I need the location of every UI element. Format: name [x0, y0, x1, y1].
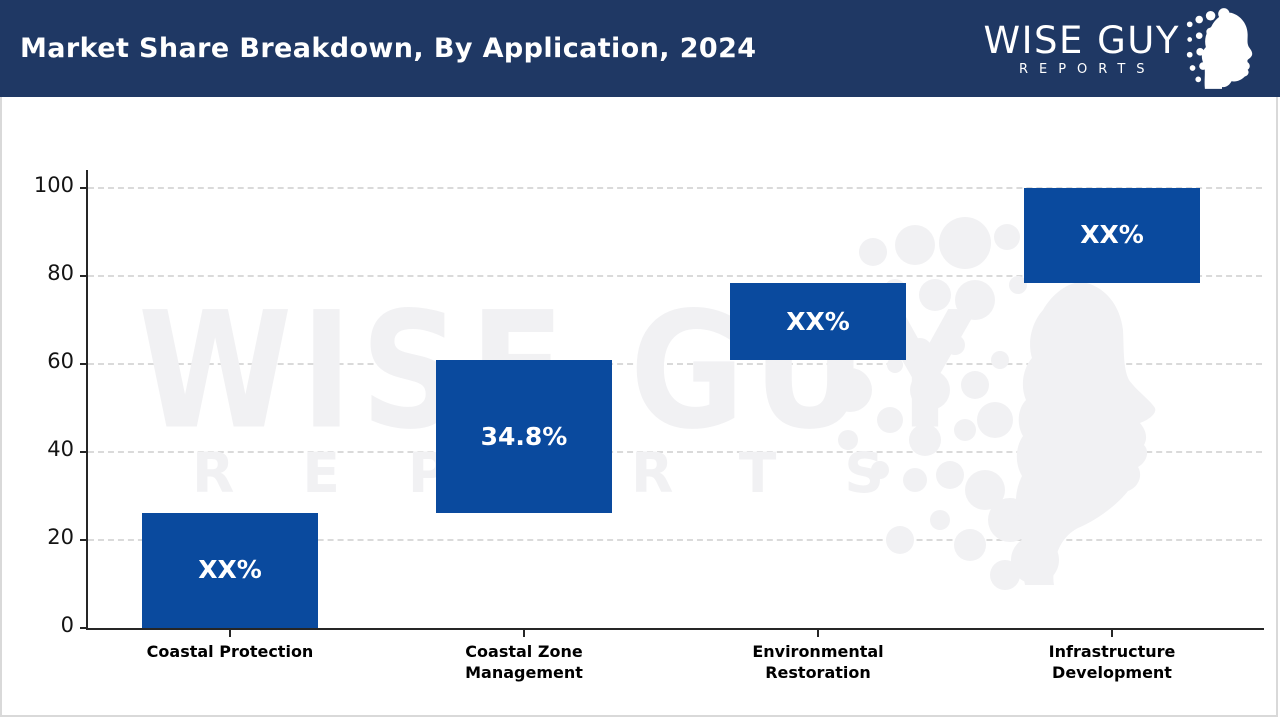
logo-name: WISE GUY [983, 18, 1180, 62]
y-tick-mark [80, 363, 88, 365]
y-tick-label: 60 [47, 349, 74, 373]
category-label: Infrastructure Development [1048, 642, 1176, 683]
y-tick-mark [80, 275, 88, 277]
page-title: Market Share Breakdown, By Application, … [20, 33, 757, 64]
bar-value-label: XX% [1080, 220, 1144, 249]
y-axis-line [86, 170, 88, 630]
y-tick-label: 20 [47, 525, 74, 549]
bar-value-label: 34.8% [480, 422, 568, 452]
wise-guy-logo: WISE GUY REPORTS [984, 7, 1260, 90]
category-label: Coastal Zone Management [465, 642, 583, 683]
bar-value-label: XX% [198, 555, 262, 585]
category-label: Coastal Protection [146, 642, 314, 661]
y-tick-label: 40 [47, 437, 74, 461]
header-bar: Market Share Breakdown, By Application, … [0, 0, 1280, 97]
bar-segment [436, 360, 612, 514]
y-tick-label: 0 [60, 613, 74, 637]
x-tick-mark [1111, 629, 1113, 637]
x-tick-mark [523, 629, 525, 637]
gridline [88, 275, 1262, 277]
bar-value-label: XX% [786, 306, 850, 336]
gridline [88, 451, 1262, 453]
x-tick-mark [229, 629, 231, 637]
y-tick-mark [80, 539, 88, 541]
y-tick-mark [80, 627, 88, 629]
bar-segment [142, 513, 318, 628]
logo-tagline: REPORTS [1018, 61, 1156, 77]
gridline [88, 539, 1262, 541]
logo-head-icon [1186, 7, 1253, 89]
x-axis-line [86, 628, 1264, 630]
gridline [88, 363, 1262, 365]
y-tick-mark [80, 187, 88, 189]
category-label: Environmental Restoration [752, 642, 884, 683]
y-tick-label: 80 [47, 261, 74, 285]
y-tick-label: 100 [33, 173, 74, 197]
gridline [88, 187, 1262, 189]
x-tick-mark [817, 629, 819, 637]
y-tick-mark [80, 451, 88, 453]
logo-text: WISE GUY REPORTS [984, 22, 1180, 76]
